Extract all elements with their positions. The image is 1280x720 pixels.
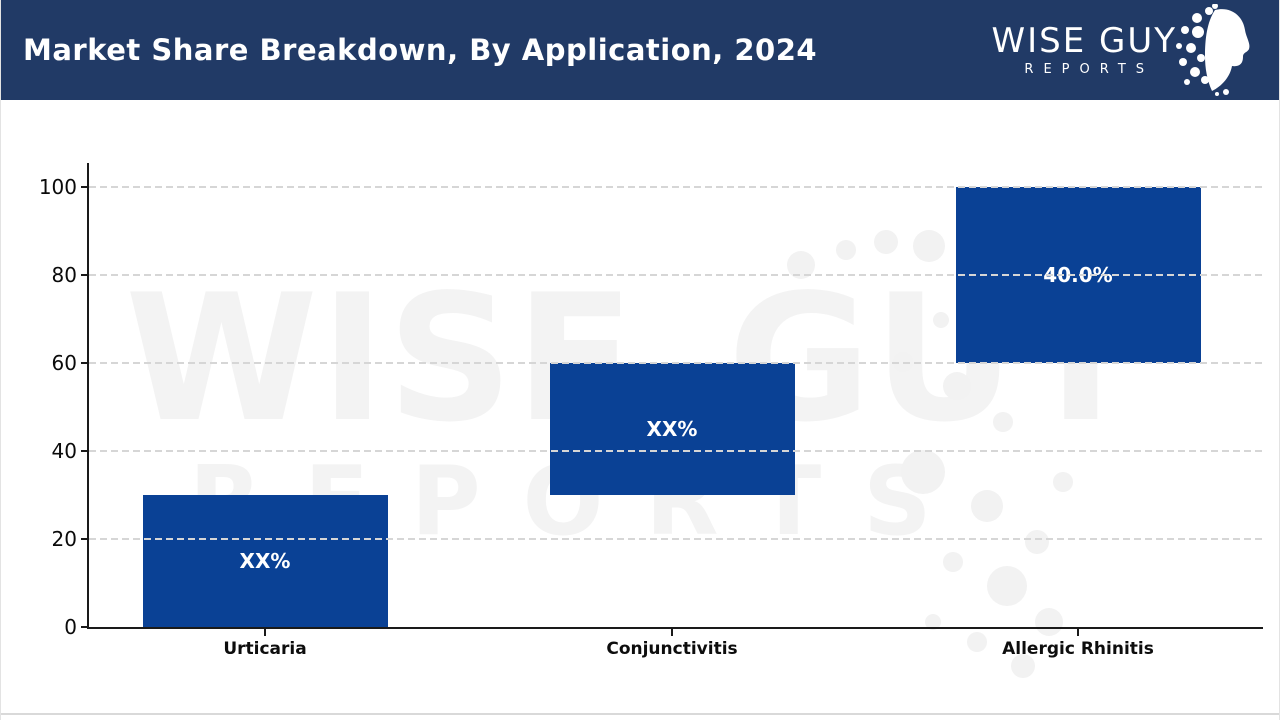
- gridline-40: [89, 450, 1263, 452]
- logo-wise-guy-text: WISE GUY: [991, 21, 1177, 61]
- logo-text: WISE GUY REPORTS: [991, 24, 1177, 76]
- gridline-20: [89, 538, 1263, 540]
- y-tick-mark: [81, 362, 89, 364]
- chart-title: Market Share Breakdown, By Application, …: [23, 33, 818, 67]
- y-tick-mark: [81, 186, 89, 188]
- y-tick-label-60: 60: [51, 351, 77, 375]
- wise-guy-reports-logo: WISE GUY REPORTS: [991, 4, 1279, 96]
- y-tick-mark: [81, 450, 89, 452]
- logo-reports-text: REPORTS: [1024, 62, 1155, 77]
- gridline-80: [89, 274, 1263, 276]
- x-tick-mark: [671, 628, 673, 636]
- x-tick-mark: [1077, 628, 1079, 636]
- gridline-100: [89, 186, 1263, 188]
- y-tick-label-80: 80: [51, 263, 77, 287]
- x-axis-label-2: Conjunctivitis: [606, 639, 738, 659]
- y-tick-label-40: 40: [51, 439, 77, 463]
- y-axis-spine: [87, 163, 89, 629]
- x-tick-mark: [264, 628, 266, 636]
- y-tick-label-0: 0: [64, 615, 77, 639]
- bottom-rule: [1, 713, 1279, 715]
- bar-conjunctivitis: XX%: [549, 363, 795, 495]
- x-axis-label-3: Allergic Rhinitis: [1002, 639, 1154, 659]
- y-tick-label-100: 100: [38, 175, 77, 199]
- x-axis-label-1: Urticaria: [223, 639, 307, 659]
- y-tick-label-20: 20: [51, 527, 77, 551]
- bar-value-label: XX%: [239, 549, 291, 573]
- y-tick-mark: [81, 274, 89, 276]
- y-tick-mark: [81, 626, 89, 628]
- y-tick-mark: [81, 538, 89, 540]
- bar-value-label: XX%: [646, 417, 698, 441]
- logo-face-icon: [1176, 4, 1250, 96]
- x-axis-spine: [87, 627, 1263, 629]
- bar-urticaria: XX%: [142, 495, 388, 627]
- header-bar: Market Share Breakdown, By Application, …: [1, 0, 1279, 100]
- gridline-60: [89, 362, 1263, 364]
